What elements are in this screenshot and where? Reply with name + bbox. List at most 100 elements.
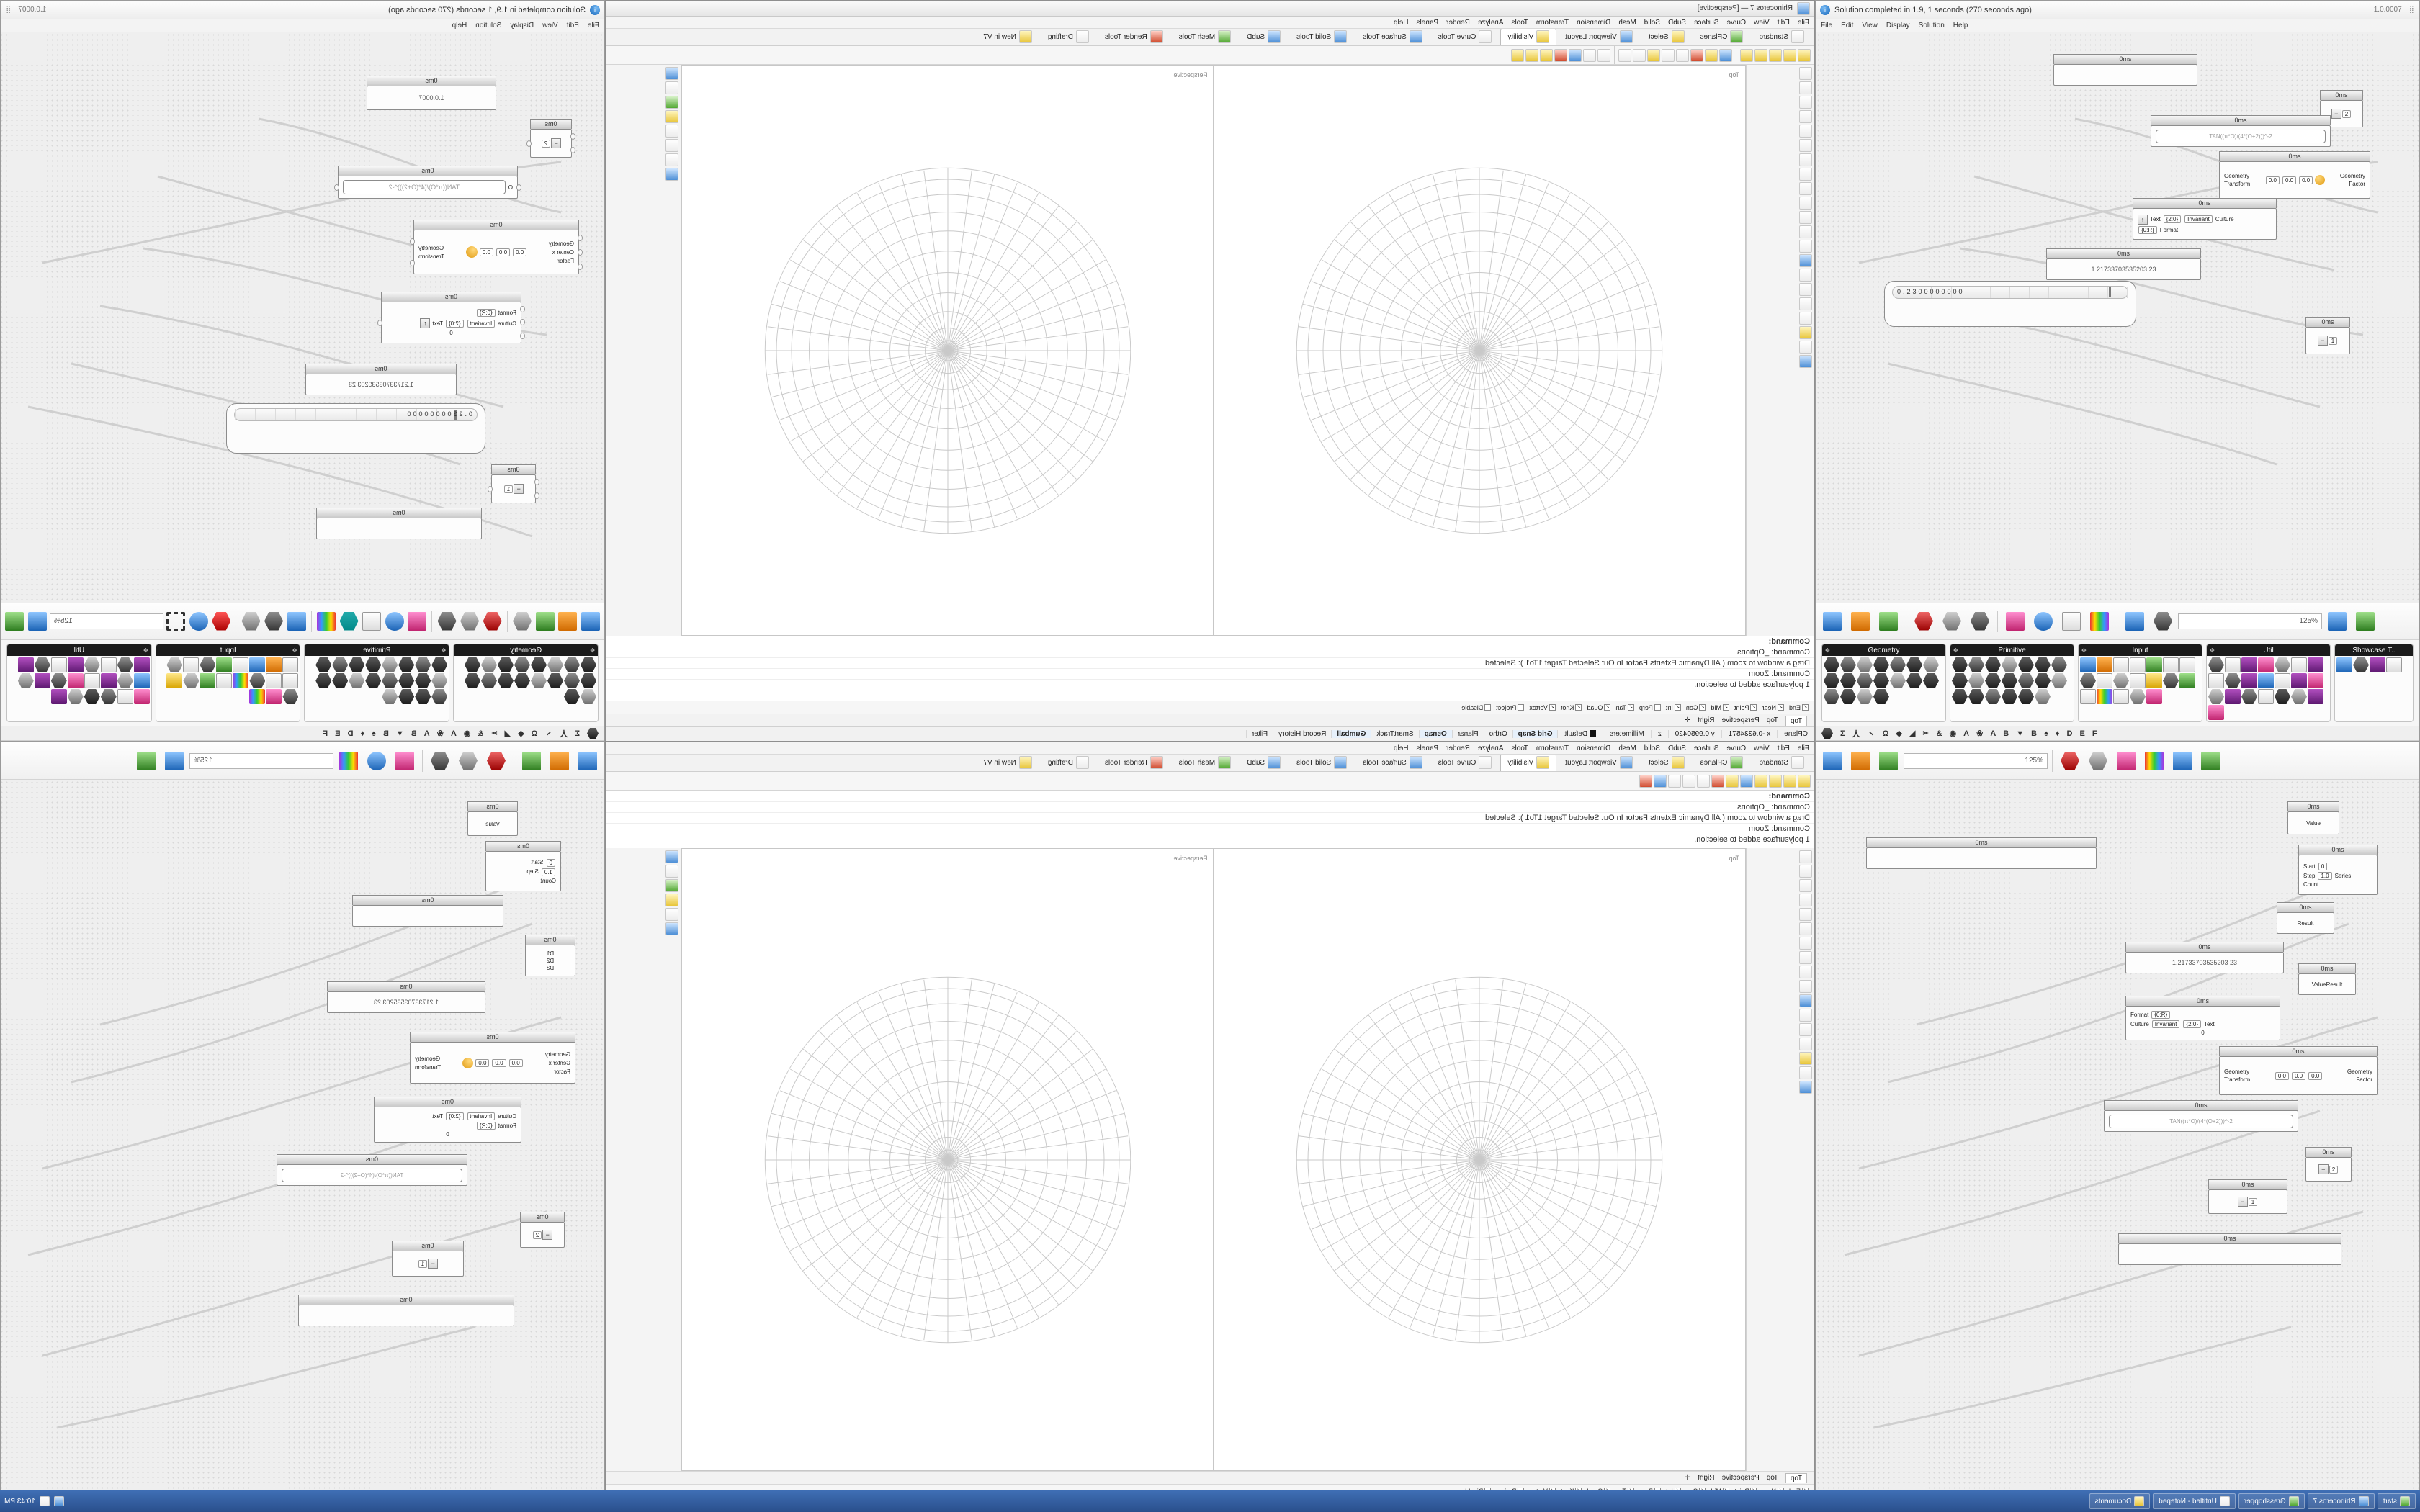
gh-comp-icon[interactable] [431, 673, 447, 688]
pin-icon[interactable]: ✥ [1825, 647, 1830, 654]
gh-comp-icon[interactable] [431, 657, 447, 672]
input-ports[interactable] [520, 302, 525, 343]
culture-value[interactable]: Invariant [467, 1112, 496, 1120]
gh-save-doc-icon[interactable] [161, 748, 187, 774]
gh-comp-icon[interactable] [1840, 657, 1856, 672]
gh-comp-icon[interactable] [547, 657, 563, 672]
tool-curve-icon[interactable] [1799, 951, 1812, 964]
gh-comp-icon[interactable] [2225, 673, 2241, 688]
b-input-value[interactable]: 1 [2248, 1197, 2258, 1206]
alpha-15[interactable]: ♠ [372, 729, 376, 738]
gh-open-icon[interactable] [547, 748, 573, 774]
gh-comp-icon[interactable] [200, 673, 216, 688]
gh-preview-shaded-icon[interactable] [2057, 748, 2083, 774]
gh-cluster-icon[interactable] [2113, 748, 2139, 774]
gh-comp-icon[interactable] [84, 689, 100, 704]
tab-subd[interactable]: SubD [1240, 29, 1288, 45]
lock-icon[interactable] [1676, 48, 1689, 62]
gh-comp-icon[interactable] [382, 657, 398, 672]
ribbon-group-util[interactable]: ✥ Util [2206, 644, 2331, 722]
tab-select[interactable]: Select [1641, 29, 1692, 45]
alpha-9[interactable]: A [450, 729, 457, 738]
gh-comp-icon[interactable] [17, 657, 34, 672]
gh-comp-icon[interactable] [581, 689, 596, 704]
panel-properties-icon[interactable] [666, 850, 678, 863]
tab-render-tools[interactable]: Render Tools [1098, 29, 1170, 45]
rhino-command-area[interactable]: Command: Command: _Options Drag a window… [606, 636, 1814, 701]
gh-comp-icon[interactable] [2208, 657, 2224, 672]
expression-text[interactable]: TAN((π*O)/(4*(O+2)))^-2 [343, 180, 506, 194]
alpha-18[interactable]: E [2079, 729, 2085, 738]
ribbon-group-geometry[interactable]: ✥ Geometry [1821, 644, 1946, 722]
tab-drafting[interactable]: Drafting [1041, 29, 1096, 45]
gh-comp-icon[interactable] [465, 657, 480, 672]
format-value[interactable]: {0:R} [2151, 1010, 2171, 1019]
viewport-tab-top[interactable]: Top [1766, 1474, 1778, 1482]
gh-comp-icon[interactable] [1985, 673, 2001, 688]
gh-format-component[interactable]: 0ms Format {0:R} Culture Invariant {2:0}… [377, 292, 525, 343]
taskbar-item-rhino[interactable]: Rhinoceros 7 [2307, 1493, 2375, 1509]
tool-curve-icon[interactable] [1799, 168, 1812, 181]
pin-icon[interactable]: ✥ [2210, 647, 2215, 654]
gh-comp-icon[interactable] [266, 673, 282, 688]
alpha-0[interactable]: Σ [575, 729, 580, 738]
b-input-value[interactable]: 1 [503, 485, 514, 493]
tool-point-icon[interactable] [1799, 67, 1812, 80]
osnap-knot[interactable]: ✓Knot [1560, 703, 1582, 711]
center-z-value[interactable]: 0.0 [479, 248, 493, 256]
menu-help[interactable]: Help [1393, 18, 1409, 27]
gh-cluster-icon[interactable] [407, 608, 428, 634]
gh-comp-icon[interactable] [1873, 657, 1889, 672]
gh-comp-icon[interactable] [2002, 673, 2017, 688]
component-body[interactable]: Geometry Transform 0.0 0.0 0.0 Geometry … [2219, 1056, 2378, 1095]
gh-comp-icon[interactable] [1952, 657, 1968, 672]
ribbon-group-primitive[interactable]: ✥ Primitive [304, 644, 450, 722]
gh-comp-icon[interactable] [2113, 657, 2129, 672]
panel-lights-icon[interactable] [666, 110, 678, 123]
menu-mesh[interactable]: Mesh [1618, 18, 1636, 27]
slider-track[interactable]: 0.2300000000 [1892, 286, 2128, 299]
tool-move-icon[interactable] [1799, 994, 1812, 1007]
up-arrow-icon[interactable]: ↑ [2138, 214, 2148, 225]
gh-comp-icon[interactable] [564, 673, 580, 688]
gh-number-slider[interactable]: 0.2300000000 [226, 403, 485, 454]
input-ports[interactable] [534, 475, 539, 503]
gh-comp-icon[interactable] [415, 689, 431, 704]
gh-comp-icon[interactable] [2275, 689, 2290, 704]
gh-comp-icon[interactable] [68, 689, 84, 704]
gh-zoom-field[interactable]: 125% [189, 752, 333, 769]
gh-comp-icon[interactable] [581, 673, 596, 688]
gh-menu-help[interactable]: Help [1953, 22, 1968, 30]
gh-comp-icon[interactable] [2163, 657, 2179, 672]
tab-viewport-layout[interactable]: Viewport Layout [1558, 755, 1640, 771]
component-body[interactable]: Geometry Center x Factor 0.0 0.0 0.0 Geo… [410, 1042, 575, 1084]
gh-save-icon[interactable] [519, 748, 544, 774]
component-body[interactable]: TAN((π*O)/(4*(O+2)))^-2 [2151, 125, 2331, 147]
menu-surface[interactable]: Surface [1693, 18, 1719, 27]
gh-comp-icon[interactable] [2308, 673, 2323, 688]
status-toggle-record-history[interactable]: Record History [1273, 730, 1332, 738]
viewport-tab-right[interactable]: Right [1698, 716, 1715, 724]
component-body[interactable]: Geometry Transform 0.0 0.0 0.0 Geometry … [2219, 161, 2370, 199]
gh-comp-icon[interactable] [1857, 673, 1873, 688]
gh-comp-icon[interactable] [349, 673, 364, 688]
panel-value[interactable] [1866, 847, 2097, 869]
rhino-toolbar-tabs[interactable]: Standard CPlanes Select Viewport Layout … [606, 755, 1814, 772]
alpha-11[interactable]: A [424, 729, 430, 738]
gh-comp-icon[interactable] [117, 689, 133, 704]
gh-comp-icon[interactable] [1968, 673, 1984, 688]
clock-label[interactable]: 10:43 PM [4, 1497, 35, 1506]
osnap-cen[interactable]: ✓Cen [1685, 703, 1706, 711]
tool-split-icon[interactable] [1799, 341, 1812, 354]
panel-display-icon[interactable] [666, 96, 678, 109]
osnap-int[interactable]: ✓Int [1665, 703, 1681, 711]
status-toggle-ortho[interactable]: Ortho [1483, 730, 1512, 738]
gh-comp-icon[interactable] [2308, 689, 2323, 704]
b-input-value[interactable]: 1 [2328, 336, 2338, 345]
pin-icon[interactable]: ✥ [143, 647, 148, 654]
panel-help-icon[interactable] [666, 922, 678, 935]
gh-comp-icon[interactable] [2130, 673, 2146, 688]
tool-polyline-icon[interactable] [1799, 879, 1812, 892]
gh-comp-icon[interactable] [2080, 657, 2096, 672]
gh-canvas[interactable]: 0ms Value 0ms Start 0 Step 1.0 Series Count… [1816, 780, 2419, 1497]
